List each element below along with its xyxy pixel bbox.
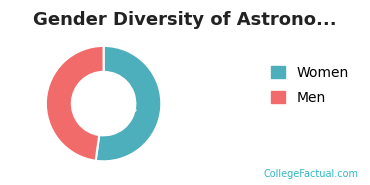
- Wedge shape: [96, 46, 161, 161]
- Text: 52.2%: 52.2%: [104, 104, 138, 114]
- Text: CollegeFactual.com: CollegeFactual.com: [264, 169, 359, 179]
- Text: Gender Diversity of Astrono...: Gender Diversity of Astrono...: [33, 11, 337, 29]
- Legend: Women, Men: Women, Men: [265, 59, 356, 112]
- Text: 47.: 47.: [78, 93, 95, 103]
- Wedge shape: [46, 46, 104, 161]
